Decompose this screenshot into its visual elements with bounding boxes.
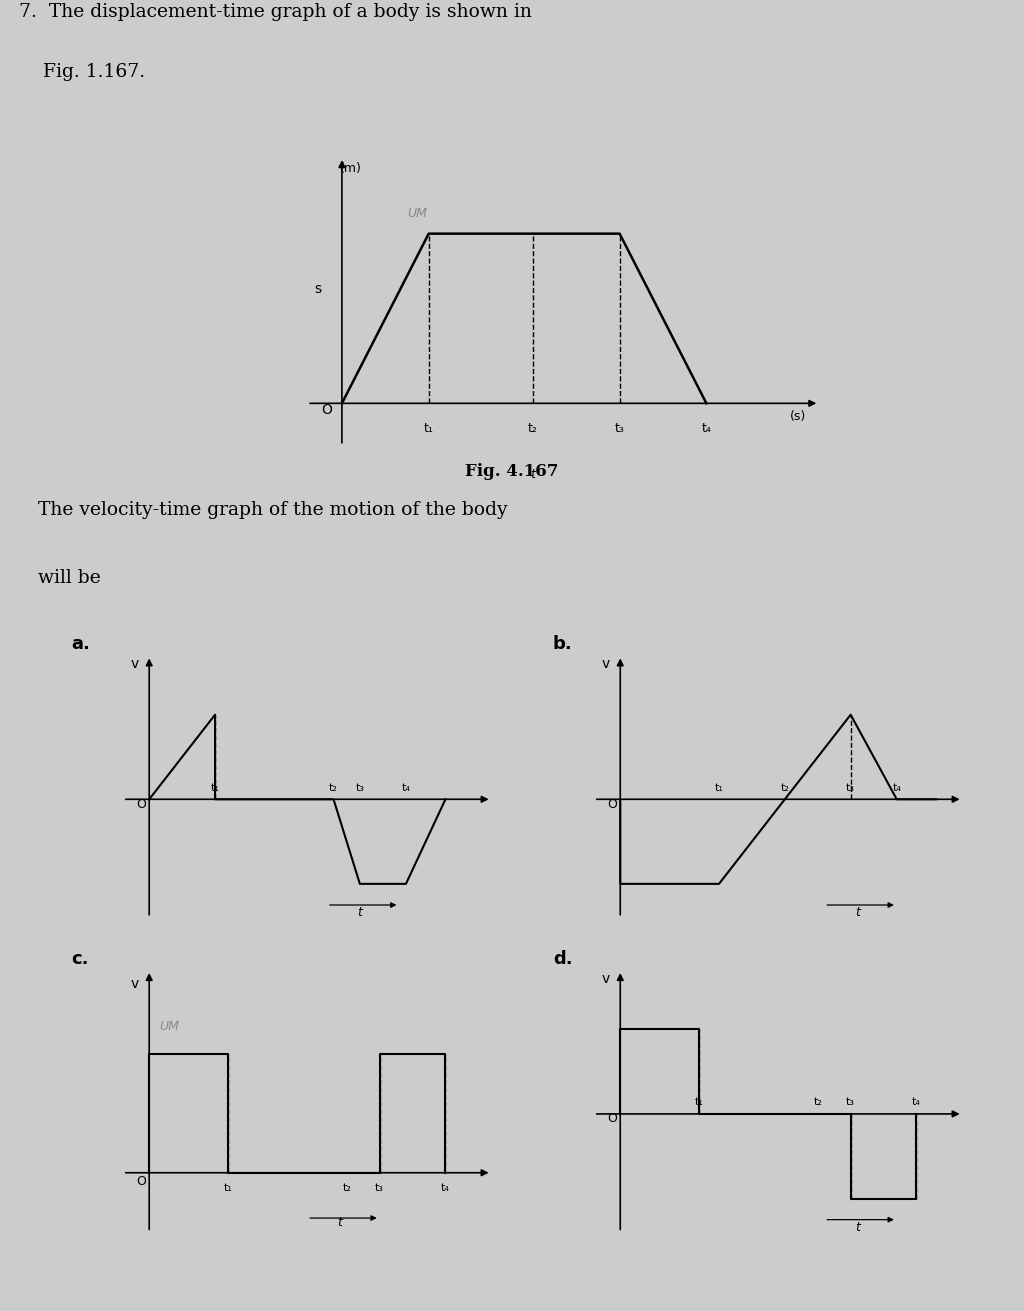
Text: t₁: t₁ <box>224 1183 232 1193</box>
Text: UM: UM <box>159 1020 179 1033</box>
Text: v: v <box>602 657 610 671</box>
Text: The velocity-time graph of the motion of the body: The velocity-time graph of the motion of… <box>38 501 507 519</box>
Text: t₄: t₄ <box>912 1097 921 1108</box>
Text: v: v <box>602 971 610 986</box>
Text: O: O <box>136 1175 146 1188</box>
Text: t₃: t₃ <box>355 783 365 793</box>
Text: t₃: t₃ <box>846 1097 855 1108</box>
Text: t: t <box>357 906 362 919</box>
Text: t₄: t₄ <box>441 1183 450 1193</box>
Text: t: t <box>530 468 536 481</box>
Text: t₃: t₃ <box>375 1183 384 1193</box>
Text: d.: d. <box>553 949 572 968</box>
Text: t₄: t₄ <box>892 783 901 793</box>
Text: t₃: t₃ <box>614 422 625 435</box>
Text: (m): (m) <box>340 163 362 176</box>
Text: t₂: t₂ <box>528 422 538 435</box>
Text: t: t <box>855 1221 860 1234</box>
Text: t₄: t₄ <box>401 783 411 793</box>
Text: t₁: t₁ <box>424 422 433 435</box>
Text: t₂: t₂ <box>813 1097 822 1108</box>
Text: s: s <box>314 282 322 296</box>
Text: t₁: t₁ <box>695 1097 703 1108</box>
Text: b.: b. <box>553 635 572 653</box>
Text: Fig. 1.167.: Fig. 1.167. <box>18 63 145 81</box>
Text: O: O <box>321 402 332 417</box>
Text: O: O <box>607 1113 617 1125</box>
Text: t₂: t₂ <box>329 783 338 793</box>
Text: (s): (s) <box>790 410 806 423</box>
Text: t: t <box>338 1217 343 1230</box>
Text: Fig. 4.167: Fig. 4.167 <box>465 464 559 480</box>
Text: c.: c. <box>72 949 89 968</box>
Text: 7.  The displacement-time graph of a body is shown in: 7. The displacement-time graph of a body… <box>18 3 531 21</box>
Text: t₃: t₃ <box>846 783 855 793</box>
Text: t: t <box>855 906 860 919</box>
Text: O: O <box>136 798 146 810</box>
Text: v: v <box>131 657 139 671</box>
Text: t₂: t₂ <box>342 1183 351 1193</box>
Text: O: O <box>607 798 617 810</box>
Text: v: v <box>131 977 139 991</box>
Text: UM: UM <box>407 207 427 220</box>
Text: t₁: t₁ <box>211 783 219 793</box>
Text: t₄: t₄ <box>701 422 712 435</box>
Text: a.: a. <box>72 635 90 653</box>
Text: t₂: t₂ <box>780 783 790 793</box>
Text: t₁: t₁ <box>715 783 723 793</box>
Text: will be: will be <box>38 569 100 587</box>
